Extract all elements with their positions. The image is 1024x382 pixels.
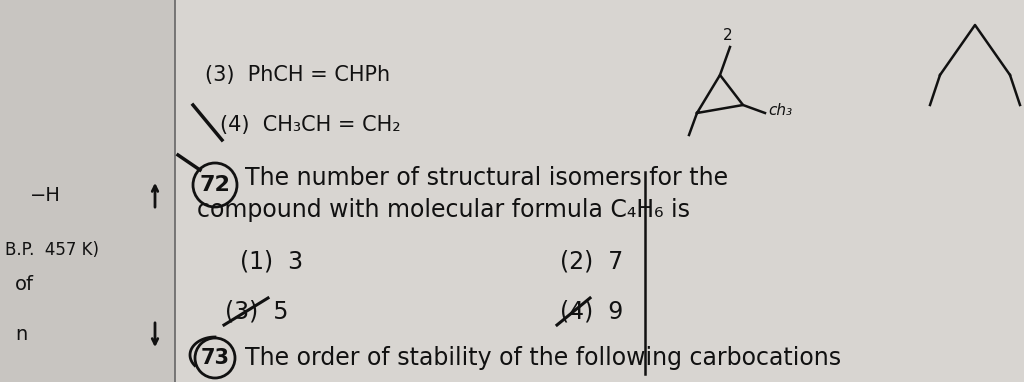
Bar (0, 0, 175, 382)
Text: The order of stability of the following carbocations: The order of stability of the following … (245, 346, 841, 370)
Text: (3)  5: (3) 5 (225, 300, 289, 324)
Text: The number of structural isomers for the: The number of structural isomers for the (245, 166, 728, 190)
Text: (3)  PhCH = CHPh: (3) PhCH = CHPh (205, 65, 390, 85)
Text: compound with molecular formula C₄H₆ is: compound with molecular formula C₄H₆ is (197, 198, 690, 222)
Text: 72: 72 (200, 175, 230, 195)
Text: −H: −H (30, 186, 60, 204)
Text: n: n (15, 325, 28, 345)
Text: of: of (15, 275, 34, 295)
Text: 2: 2 (723, 28, 733, 43)
Text: B.P.  457 K): B.P. 457 K) (5, 241, 99, 259)
Text: (4)  CH₃CH = CH₂: (4) CH₃CH = CH₂ (220, 115, 400, 135)
Text: (2)  7: (2) 7 (560, 250, 624, 274)
Text: 73: 73 (201, 348, 229, 368)
Text: (1)  3: (1) 3 (240, 250, 303, 274)
Text: ch₃: ch₃ (768, 103, 793, 118)
Text: (4)  9: (4) 9 (560, 300, 624, 324)
